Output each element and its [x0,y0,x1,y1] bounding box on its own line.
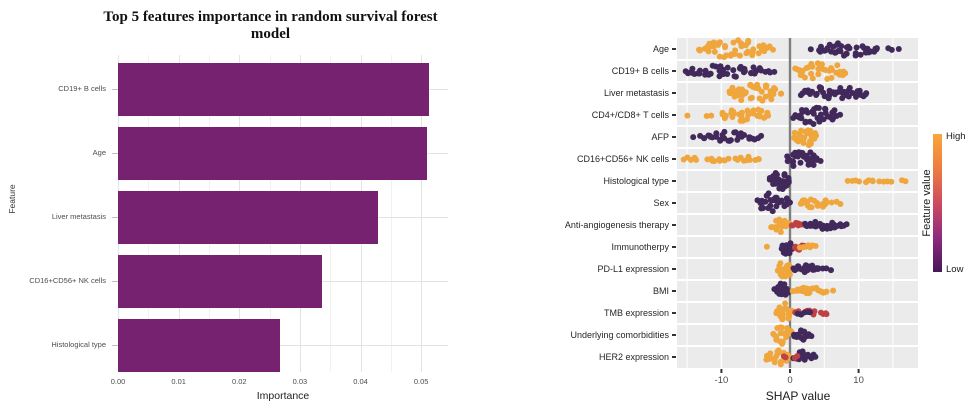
shap-beeswarm-chart: Age CD19+ B cells Liver metastasis CD4+/CD8… [520,0,978,415]
grid-line-minor [390,55,392,372]
left-x-axis-title: Importance [256,390,310,402]
legend-low-label: Low [946,264,964,275]
right-x-tick-label: -10 [715,375,729,386]
right-category-label: BMI [653,286,669,296]
right-y-tick [672,224,676,226]
importance-bar [118,62,430,116]
beeswarm-svg: Age CD19+ B cells Liver metastasis CD4+/CD8… [565,37,918,386]
beeswarm-row [770,324,815,347]
right-x-tick-label: 10 [853,375,864,386]
left-x-tick-label: 0.04 [353,377,368,386]
left-x-tick-label: 0.00 [110,377,126,386]
right-x-tick [857,369,860,373]
left-plot-panel [118,55,448,372]
left-chart-title: Top 5 features importance in random surv… [103,9,438,42]
beeswarm-row [680,149,824,169]
right-category-label: Immunotherpy [611,242,669,252]
right-y-tick [672,312,676,314]
importance-bar [118,318,280,372]
right-y-tick [672,334,676,336]
legend-gradient-bar [933,134,942,272]
beeswarm-row [766,170,909,192]
legend-title: Feature value [921,169,933,237]
beeswarm-row [773,300,830,323]
beeswarm-row [682,60,849,82]
beeswarm-row [696,37,902,61]
importance-bar [118,254,322,308]
left-category-label: Histological type [51,340,106,349]
left-x-tick-label: 0.01 [171,377,186,386]
right-y-tick [672,114,676,116]
right-y-tick [672,70,676,72]
right-y-tick [672,92,676,94]
importance-bar-chart: Top 5 features importance in random surv… [7,9,448,402]
left-category-label: Age [92,148,106,157]
right-x-tick-label: 0 [787,375,792,386]
right-category-label: CD16+CD56+ NK cells [577,154,670,164]
left-y-tick [112,281,118,282]
right-y-tick [672,180,676,182]
right-category-label: TMB expression [604,308,669,318]
right-category-label: Underlying comorbidities [570,330,669,340]
right-y-tick [672,202,676,204]
right-category-label: PD-L1 expression [597,264,669,274]
importance-bar [118,190,379,244]
left-x-tick-label: 0.03 [292,377,308,386]
right-category-label: Histological type [603,176,669,186]
left-y-tick [112,89,118,90]
right-category-label: HER2 expression [599,352,669,362]
left-category-label: Liver metastasis [51,212,106,221]
right-y-tick [672,246,676,248]
right-x-axis-title: SHAP value [765,389,831,403]
grid-line-major [421,55,423,372]
importance-bar [118,126,428,180]
beeswarm-row [684,104,844,127]
right-y-tick [672,268,676,270]
beeswarm-panel [677,38,918,368]
right-x-tick [789,369,791,373]
beeswarm-row [763,347,819,368]
left-x-tick-label: 0.05 [413,377,429,386]
left-category-label: CD19+ B cells [58,84,106,93]
right-y-tick [672,136,676,138]
beeswarm-row [754,190,844,215]
legend-high-label: High [946,131,966,142]
right-y-tick [672,48,676,50]
right-y-tick [672,356,676,358]
right-category-label: Liver metastasis [604,88,670,98]
left-category-label: CD16+CD56+ NK cells [29,276,106,285]
beeswarm-row [774,260,834,280]
right-category-label: Age [653,44,669,54]
grid-line-horizontal [118,345,448,346]
right-category-label: AFP [651,132,669,142]
right-y-tick [672,158,676,160]
right-category-label: Anti-angiogenesis therapy [565,220,670,230]
right-category-label: CD4+/CD8+ T cells [592,110,670,120]
right-x-tick [720,369,723,373]
left-y-tick [112,345,118,346]
beeswarm-row [771,280,837,298]
beeswarm-row [726,81,870,104]
beeswarm-row [768,216,850,236]
beeswarm-row [690,127,819,149]
right-category-label: Sex [653,198,669,208]
left-y-tick [112,153,118,154]
right-y-tick [672,290,676,292]
beeswarm-row [763,240,819,257]
right-category-label: CD19+ B cells [612,66,670,76]
left-y-tick [112,217,118,218]
left-x-tick-label: 0.02 [231,377,247,386]
